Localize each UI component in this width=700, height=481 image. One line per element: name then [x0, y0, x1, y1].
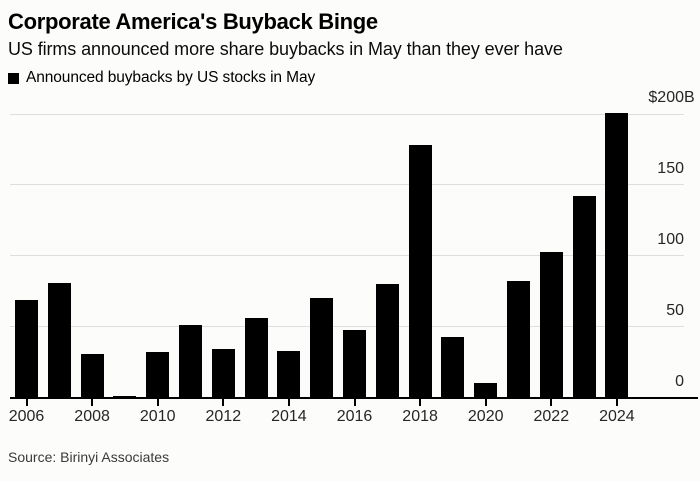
legend-swatch-icon [8, 72, 19, 84]
bar-2013 [244, 318, 268, 398]
bar-2019 [441, 336, 465, 398]
y-axis-label-text: 100 [657, 230, 684, 248]
x-axis-label-2006: 2006 [8, 408, 45, 425]
x-axis-label-2010: 2010 [139, 408, 176, 425]
gridline-150 [10, 184, 684, 186]
x-axis-tick-2020 [484, 399, 487, 406]
gridline-200 [10, 113, 684, 115]
x-axis-label-2018: 2018 [402, 408, 438, 425]
y-axis-label-text: $200 [648, 89, 684, 106]
y-axis-label-200: $200 B [648, 89, 694, 106]
x-axis-tick-2008 [91, 399, 94, 406]
bar-2014 [277, 350, 301, 398]
x-axis-label-2020: 2020 [467, 408, 504, 425]
bar-2016 [343, 329, 366, 398]
bar-2011 [179, 325, 202, 398]
x-axis-label-2012: 2012 [205, 408, 242, 425]
x-axis-tick-2016 [353, 399, 356, 406]
y-axis-label-50: 50 [666, 301, 684, 319]
x-axis-label-2014: 2014 [271, 408, 307, 425]
chart-subtitle: US firms announced more share buybacks i… [8, 39, 563, 59]
bar-2006 [15, 299, 38, 398]
gridline-100 [10, 255, 684, 257]
x-axis-tick-2022 [550, 399, 553, 406]
x-axis-label-2008: 2008 [74, 408, 110, 425]
x-axis-label-2022: 2022 [533, 408, 570, 425]
bar-2015 [310, 298, 334, 398]
x-axis-tick-2014 [287, 399, 290, 406]
bar-2023 [572, 196, 596, 398]
chart-title: Corporate America's Buyback Binge [8, 9, 378, 34]
x-axis-tick-2018 [419, 399, 422, 406]
legend: Announced buybacks by US stocks in May [8, 69, 315, 87]
x-axis-line [10, 396, 698, 399]
bar-2010 [146, 352, 170, 398]
x-axis-tick-2012 [222, 399, 225, 406]
bar-2018 [408, 145, 432, 398]
bar-2022 [539, 251, 563, 398]
y-axis-label-0: 0 [675, 372, 684, 390]
y-axis-label-text: 50 [666, 301, 684, 319]
source-credit: Source: Birinyi Associates [8, 449, 170, 465]
bar-2007 [47, 282, 71, 398]
y-axis-unit-suffix: B [684, 89, 695, 106]
y-axis-label-text: 0 [675, 372, 684, 390]
y-axis-label-100: 100 [657, 230, 684, 248]
x-axis-tick-2024 [615, 399, 618, 406]
bar-2024 [605, 112, 629, 398]
bar-2017 [375, 284, 399, 398]
bar-2008 [80, 353, 104, 398]
x-axis-tick-2006 [25, 399, 28, 406]
x-axis-label-2024: 2024 [599, 408, 635, 425]
x-axis-tick-2010 [156, 399, 159, 406]
gridline-50 [10, 326, 684, 328]
bar-2021 [507, 281, 530, 398]
bar-2020 [474, 383, 498, 398]
bar-2012 [211, 349, 235, 398]
y-axis-label-text: 150 [657, 159, 684, 177]
x-axis-label-2016: 2016 [336, 408, 373, 425]
y-axis-label-150: 150 [657, 159, 684, 177]
legend-label: Announced buybacks by US stocks in May [26, 69, 316, 86]
